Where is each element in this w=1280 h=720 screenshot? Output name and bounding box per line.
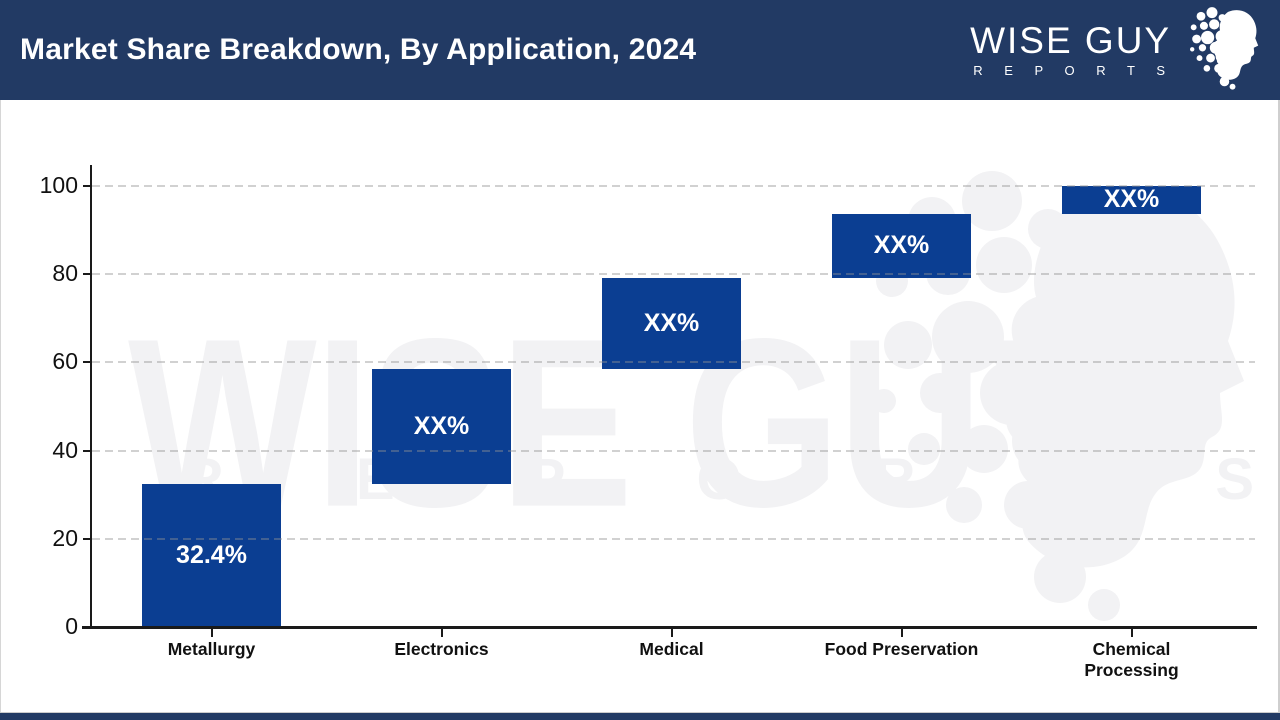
y-tick-100 xyxy=(83,185,92,187)
y-tick-20 xyxy=(83,537,92,540)
y-tick-label: 0 xyxy=(65,613,78,639)
x-tick-2 xyxy=(440,629,443,637)
gridline-80 xyxy=(92,273,1255,276)
x-tick-4 xyxy=(900,629,903,637)
x-category-label: Medical xyxy=(639,639,704,659)
bar-medical: XX% xyxy=(602,277,741,369)
brand-name: WISE GUY xyxy=(970,20,1172,62)
bar-value-label: XX% xyxy=(873,231,930,260)
y-tick-label: 80 xyxy=(52,260,78,287)
footer-divider xyxy=(0,712,1280,713)
x-axis-line xyxy=(82,626,1257,629)
y-tick-label: 60 xyxy=(52,348,78,375)
gridline-40 xyxy=(92,449,1255,452)
bar-value-label: XX% xyxy=(413,411,470,440)
gridline-20 xyxy=(92,537,1255,540)
footer-band xyxy=(0,713,1280,720)
y-tick-60 xyxy=(83,361,92,364)
brand-logo: WISE GUY R E P O R T S xyxy=(967,6,1266,94)
brand-subname: R E P O R T S xyxy=(973,62,1174,78)
bar-value-label: XX% xyxy=(643,308,700,337)
x-tick-5 xyxy=(1130,629,1133,637)
bar-food-preservation: XX% xyxy=(832,213,971,278)
y-tick-40 xyxy=(83,449,92,452)
bar-electronics: XX% xyxy=(372,368,511,485)
y-tick-label: 40 xyxy=(52,436,78,463)
y-tick-label: 100 xyxy=(39,172,78,198)
y-tick-80 xyxy=(83,273,92,276)
x-category-label: Chemical Processing xyxy=(1084,639,1179,680)
y-axis-line xyxy=(90,165,92,627)
x-tick-1 xyxy=(210,629,213,637)
x-tick-3 xyxy=(670,629,673,637)
y-tick-label: 20 xyxy=(52,524,78,551)
x-category-label: Food Preservation xyxy=(824,639,979,659)
bar-value-label: XX% xyxy=(1103,185,1160,214)
gridline-100 xyxy=(92,185,1255,187)
bar-chemical-processing: XX% xyxy=(1062,186,1201,214)
head-dots-logo-icon xyxy=(1190,7,1259,90)
x-category-label: Metallurgy xyxy=(167,639,256,659)
bar-metallurgy: 32.4% xyxy=(142,484,281,627)
y-tick-0 xyxy=(83,626,92,628)
brand-logo-text: WISE GUY R E P O R T S xyxy=(967,20,1174,78)
x-category-label: Electronics xyxy=(394,639,489,659)
page-title: Market Share Breakdown, By Application, … xyxy=(20,33,697,66)
header-band: Market Share Breakdown, By Application, … xyxy=(0,0,1280,100)
bar-value-label: 32.4% xyxy=(176,541,247,570)
gridline-60 xyxy=(92,361,1255,364)
